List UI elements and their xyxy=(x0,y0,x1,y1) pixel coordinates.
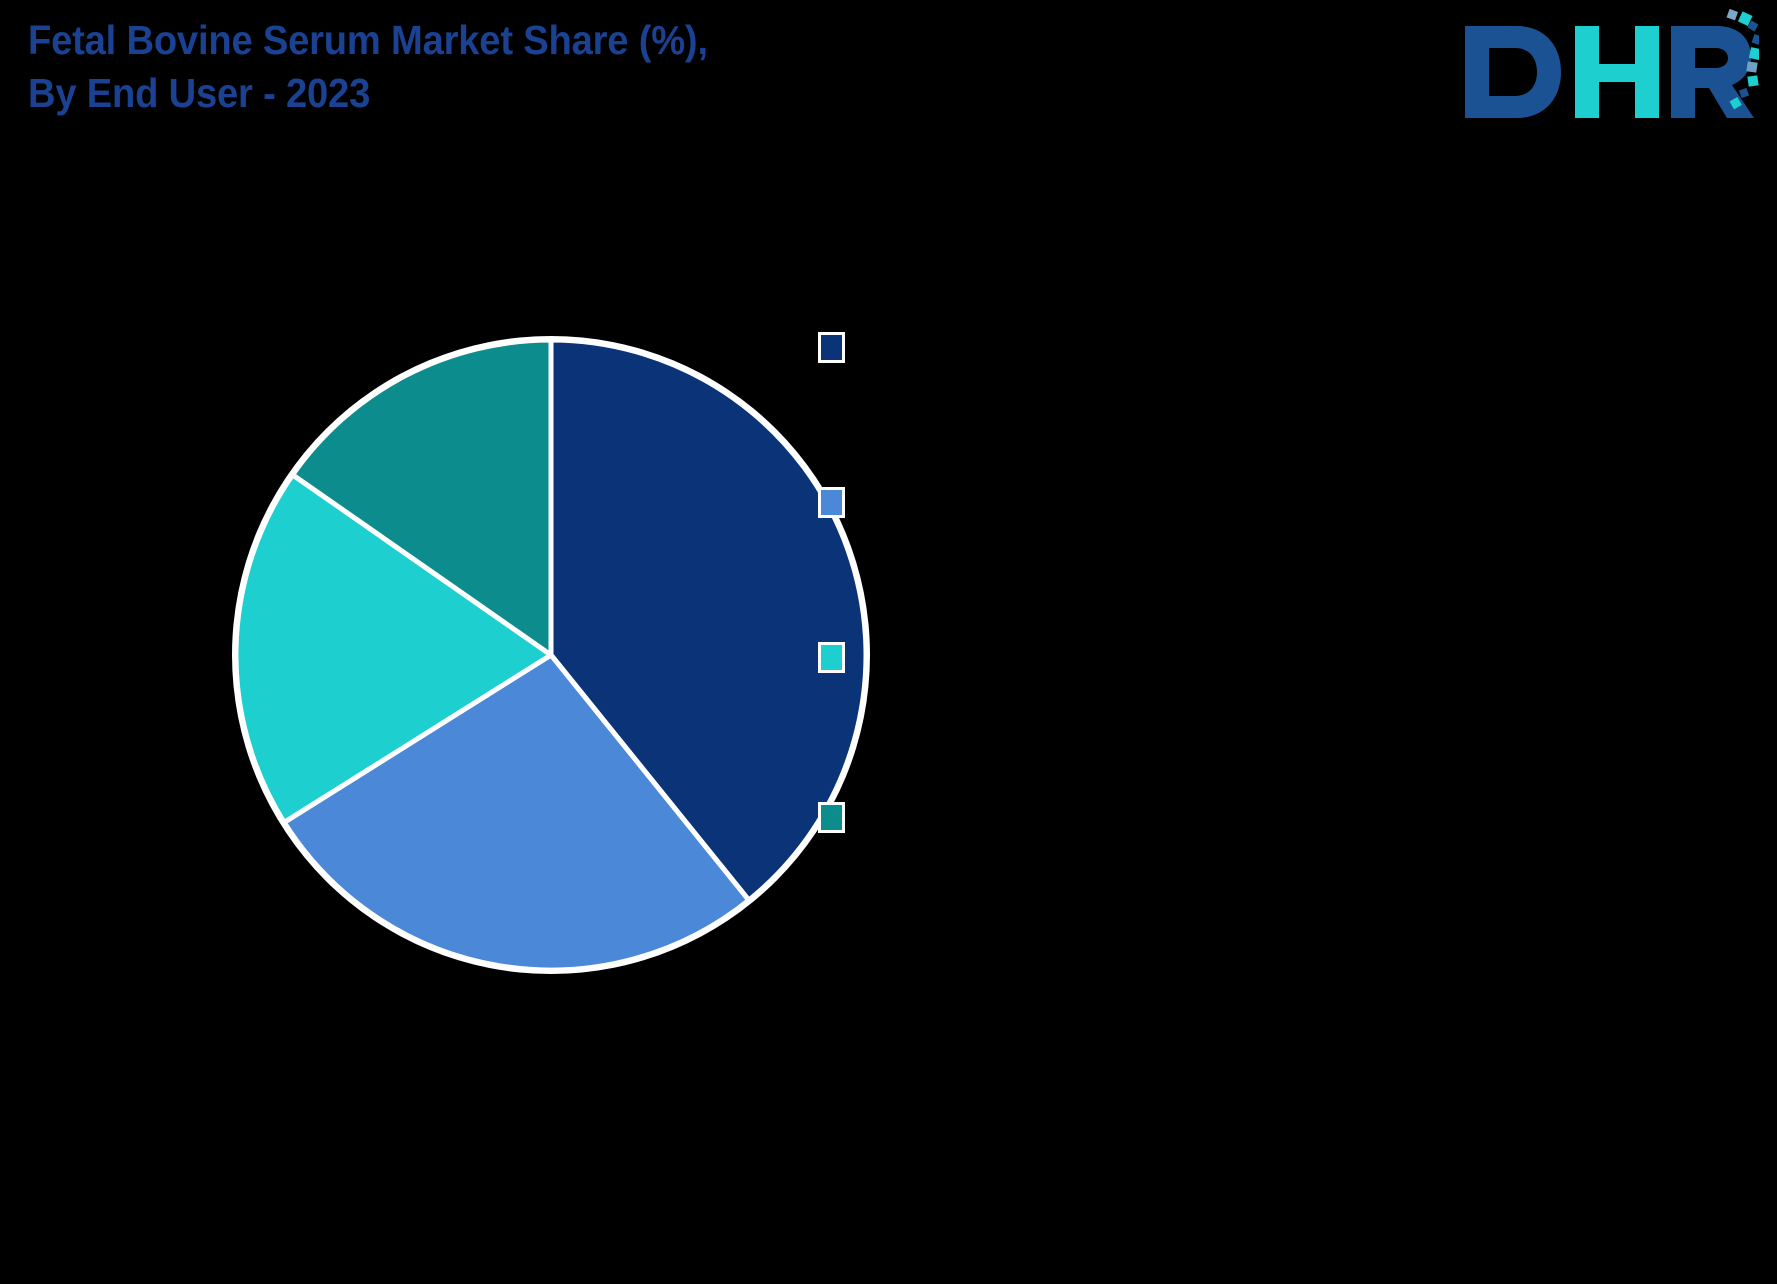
logo-letter-r xyxy=(1671,26,1754,118)
legend-item-2[interactable] xyxy=(818,640,867,674)
legend-item-1[interactable] xyxy=(818,485,867,519)
chart-legend xyxy=(818,330,1578,890)
pie-chart xyxy=(0,0,900,1010)
brand-logo[interactable] xyxy=(1459,6,1763,124)
logo-dots-arc xyxy=(1726,8,1763,110)
legend-swatch-1 xyxy=(818,486,845,518)
legend-item-0[interactable] xyxy=(818,330,867,364)
pie-slice-1[interactable] xyxy=(281,652,752,973)
legend-swatch-3 xyxy=(818,801,845,833)
dhr-logo-icon xyxy=(1465,8,1763,118)
pie-chart-svg xyxy=(232,336,870,974)
pie-slice-group xyxy=(232,336,870,974)
legend-swatch-2 xyxy=(818,641,845,673)
chart-title: Fetal Bovine Serum Market Share (%), By … xyxy=(28,17,708,117)
logo-letter-h xyxy=(1575,26,1659,118)
pie-slice-2[interactable] xyxy=(233,472,554,825)
logo-letter-d xyxy=(1465,26,1561,118)
legend-item-3[interactable] xyxy=(818,800,867,834)
legend-swatch-0 xyxy=(818,331,845,363)
pie-slice-3[interactable] xyxy=(290,337,554,658)
